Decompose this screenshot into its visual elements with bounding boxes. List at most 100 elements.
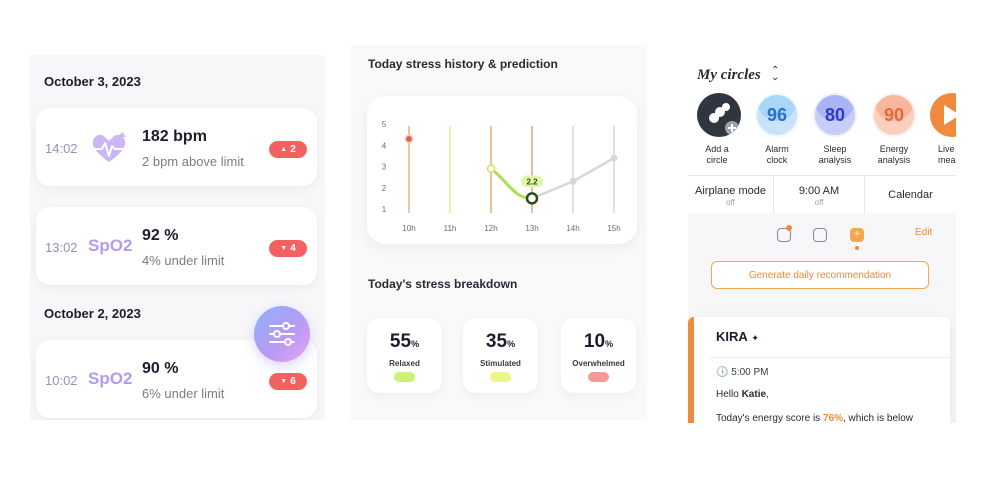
- sparkle-icon: ✦: [751, 333, 759, 343]
- circles-panel: My circles ⌃ ⌄ Add a circle 96 Alarm cloc…: [688, 55, 956, 423]
- breakdown-number: 10: [583, 331, 606, 352]
- vital-card-heart-rate[interactable]: 14:02 182 bpm 2 bpm above limit ▲ 2: [36, 108, 317, 186]
- circle-alarm-clock[interactable]: 96: [755, 93, 799, 137]
- breakdown-value: 10%: [561, 331, 636, 353]
- stress-breakdown-title: Today's stress breakdown: [368, 277, 518, 291]
- status-badge: ▲ 2: [269, 141, 307, 158]
- vital-card-spo2[interactable]: 13:02 SpO2 92 % 4% under limit ▼ 4: [36, 207, 317, 285]
- heart-pulse-icon: [92, 132, 126, 162]
- greeting-text: Hello: [716, 389, 742, 400]
- y-tick-label: 4: [382, 141, 387, 150]
- add-circle-button[interactable]: [697, 93, 741, 137]
- add-circle-icon: [709, 103, 739, 135]
- vital-value: 90 %: [142, 360, 179, 377]
- circle-label: Add a circle: [705, 144, 729, 165]
- circle-value: 80: [824, 104, 846, 125]
- spo2-label: SpO2: [88, 236, 133, 255]
- current-point: [525, 192, 539, 205]
- breakdown-label: Relaxed: [389, 359, 420, 368]
- x-tick-label: 14h: [566, 224, 579, 233]
- badge-count: 2: [290, 144, 296, 155]
- quick-label: Airplane mode: [695, 185, 766, 197]
- value-bubble: [521, 175, 543, 188]
- x-tick-label: 13h: [525, 224, 538, 233]
- kira-message-card[interactable]: KIRA ✦ 🕔 5:00 PM Hello Katie, Today's en…: [688, 317, 950, 423]
- generate-recommendation-button[interactable]: Generate daily recommendation: [711, 261, 929, 289]
- notification-dot: [786, 225, 792, 231]
- sort-icon[interactable]: ⌃ ⌄: [771, 65, 780, 83]
- vital-time: 14:02: [45, 141, 78, 156]
- circle-live-measurement[interactable]: [930, 93, 956, 137]
- breakdown-color-pill: [394, 372, 415, 382]
- badge-count: 6: [290, 376, 296, 387]
- data-point: [610, 154, 618, 162]
- breakdown-card-overwhelmed[interactable]: 10% Overwhelmed: [561, 318, 636, 393]
- breakdown-unit: %: [507, 339, 516, 349]
- circle-value: 96: [766, 104, 788, 125]
- quick-label: 9:00 AM: [798, 185, 840, 197]
- circles-title: My circles: [697, 67, 761, 83]
- arrow-down-icon: ▼: [280, 245, 288, 252]
- status-badge: ▼ 4: [269, 240, 307, 257]
- vital-time: 13:02: [45, 240, 78, 255]
- circle-value: 90: [883, 104, 905, 125]
- divider: [710, 357, 950, 358]
- kira-title: KIRA ✦: [716, 329, 759, 344]
- vital-value: 92 %: [142, 227, 179, 244]
- vital-detail: 4% under limit: [142, 253, 225, 268]
- add-icon[interactable]: +: [850, 228, 864, 242]
- trend-icon[interactable]: [813, 228, 827, 242]
- status-badge: ▼ 6: [269, 373, 307, 390]
- quick-status: off: [726, 198, 735, 207]
- kira-time: 🕔 5:00 PM: [716, 367, 768, 378]
- circles-header: My circles ⌃ ⌄ Add a circle 96 Alarm cloc…: [688, 55, 956, 214]
- breakdown-label: Overwhelmed: [572, 359, 625, 368]
- stress-history-title: Today stress history & prediction: [368, 57, 558, 71]
- vital-time: 10:02: [45, 373, 78, 388]
- breakdown-card-stimulated[interactable]: 35% Stimulated: [463, 318, 538, 393]
- y-tick-label: 2: [382, 184, 387, 193]
- circle-label: Sleep analysis: [818, 144, 852, 165]
- edit-button[interactable]: Edit: [915, 227, 933, 238]
- arrow-up-icon: ▲: [280, 146, 288, 153]
- energy-score: 76%: [822, 413, 843, 423]
- play-icon: [944, 105, 956, 125]
- quick-label: Calendar: [888, 189, 933, 201]
- quick-settings-bar: Airplane mode off 9:00 AM off Calendar: [688, 175, 956, 214]
- circle-sleep-analysis[interactable]: 80: [813, 93, 857, 137]
- circle-label: Live measurem: [938, 144, 956, 165]
- kira-name: KIRA: [716, 329, 748, 344]
- breakdown-card-relaxed[interactable]: 55% Relaxed: [367, 318, 442, 393]
- quick-status: off: [814, 198, 824, 207]
- greeting-punct: ,: [766, 389, 769, 400]
- active-dot: [855, 246, 859, 250]
- value-bubble-label: 2.2: [526, 177, 538, 186]
- clock-icon: 🕔: [716, 367, 729, 378]
- arrow-down-icon: ▼: [280, 378, 288, 385]
- quick-calendar[interactable]: Calendar: [865, 176, 956, 214]
- y-tick-label: 3: [382, 163, 387, 172]
- breakdown-color-pill: [588, 372, 609, 382]
- breakdown-value: 35%: [463, 331, 538, 353]
- breakdown-number: 55: [389, 331, 412, 352]
- stress-chart-card: 1 2 3 4 5 10h 11h 12h 13h 14h 15h 2.2: [367, 96, 637, 244]
- vital-value: 182 bpm: [142, 128, 207, 145]
- data-point: [486, 164, 496, 173]
- stress-chart: 1 2 3 4 5 10h 11h 12h 13h 14h 15h 2.2: [382, 120, 621, 233]
- quick-alarm-time[interactable]: 9:00 AM off: [774, 176, 865, 214]
- date-heading: October 2, 2023: [44, 306, 141, 321]
- circle-label: Energy analysis: [877, 144, 911, 165]
- y-tick-label: 1: [382, 205, 387, 214]
- x-tick-label: 15h: [607, 224, 620, 233]
- circle-energy-analysis[interactable]: 90: [872, 93, 916, 137]
- notes-icon[interactable]: [777, 228, 791, 242]
- x-tick-label: 11h: [444, 224, 457, 233]
- kira-time-text: 5:00 PM: [731, 367, 769, 378]
- kira-greeting: Hello Katie,: [716, 389, 769, 400]
- user-name: Katie: [741, 389, 767, 400]
- quick-airplane-mode[interactable]: Airplane mode off: [688, 176, 774, 214]
- filter-button[interactable]: [254, 306, 310, 362]
- spo2-label: SpO2: [88, 369, 133, 388]
- breakdown-unit: %: [605, 339, 614, 349]
